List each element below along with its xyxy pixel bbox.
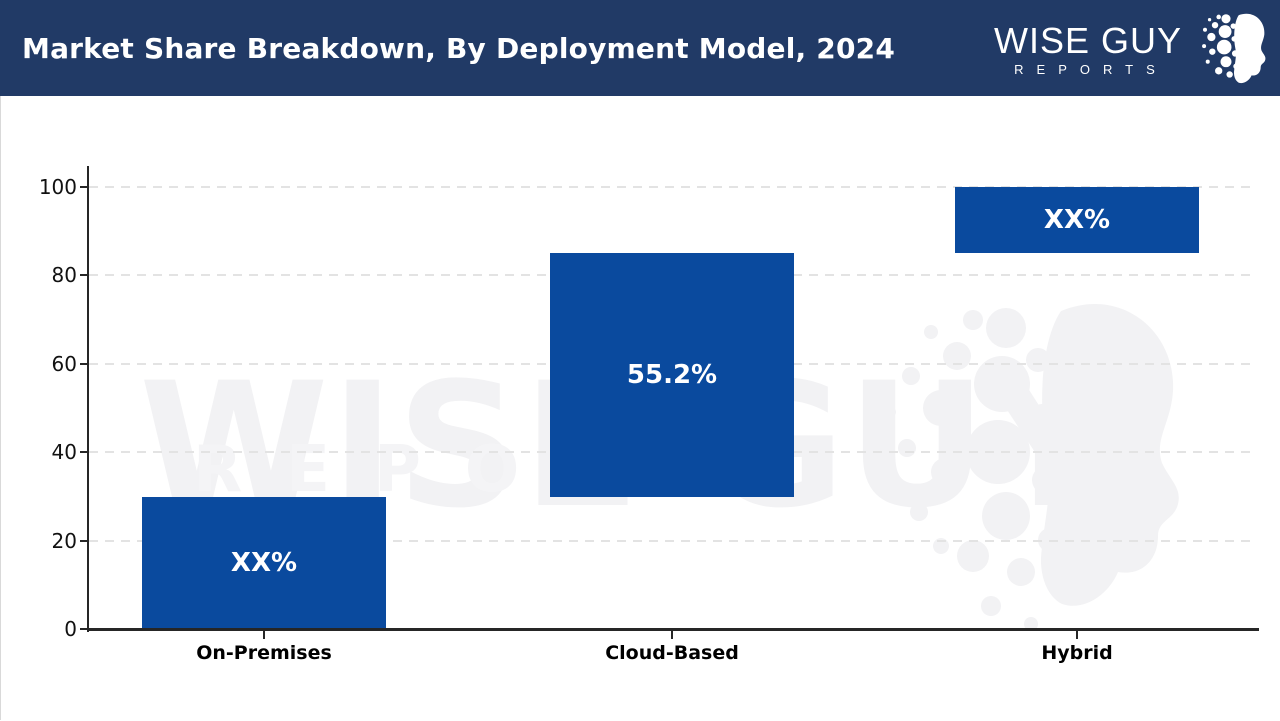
header: Market Share Breakdown, By Deployment Mo…: [0, 0, 1280, 96]
bar-label-hybrid: XX%: [1043, 205, 1111, 236]
y-tick-mark-40: [80, 451, 89, 454]
gridline-20: [89, 539, 1256, 542]
y-tick-label-80: 80: [51, 263, 77, 288]
logo-subtext: REPORTS: [1014, 62, 1168, 77]
bar-label-cloud-based: 55.2%: [626, 360, 718, 391]
bar-cloud-based: [550, 253, 794, 498]
wise-guy-reports-logo: WISE GUY REPORTS: [994, 6, 1268, 90]
watermark-head-profile-icon: [886, 303, 1179, 631]
gridline-100: [89, 186, 1256, 188]
y-axis-line: [87, 166, 89, 632]
x-tick-label-hybrid: Hybrid: [1041, 642, 1113, 664]
x-tick-label-on-premises: On-Premises: [196, 642, 332, 664]
y-tick-label-20: 20: [51, 528, 77, 553]
y-tick-mark-0: [80, 628, 89, 630]
market-share-bar-chart: WISE GUY REPORTS 0 20 40 60 80 100 XX% On-Premi…: [1, 96, 1280, 721]
bar-label-on-premises: XX%: [230, 548, 298, 579]
x-tick-mark-cloud-based: [671, 631, 673, 639]
page-title: Market Share Breakdown, By Deployment Mo…: [22, 31, 896, 65]
y-tick-label-40: 40: [51, 440, 77, 465]
logo-text: WISE GUY REPORTS: [993, 20, 1182, 78]
x-tick-mark-hybrid: [1076, 631, 1078, 639]
bar-on-premises: [142, 497, 386, 629]
x-tick-label-cloud-based: Cloud-Based: [605, 642, 739, 664]
dotted-head-profile-icon: [1202, 13, 1266, 84]
y-tick-label-100: 100: [38, 175, 77, 199]
logo-wordmark: WISE GUY: [993, 20, 1182, 61]
y-tick-label-60: 60: [51, 351, 77, 376]
y-tick-label-0: 0: [64, 617, 77, 641]
x-tick-mark-on-premises: [263, 631, 265, 639]
y-tick-mark-100: [80, 186, 89, 188]
y-tick-mark-20: [80, 539, 89, 542]
y-tick-mark-80: [80, 274, 89, 277]
x-axis-line: [87, 628, 1259, 631]
bar-hybrid: [955, 187, 1199, 254]
y-tick-mark-60: [80, 362, 89, 365]
